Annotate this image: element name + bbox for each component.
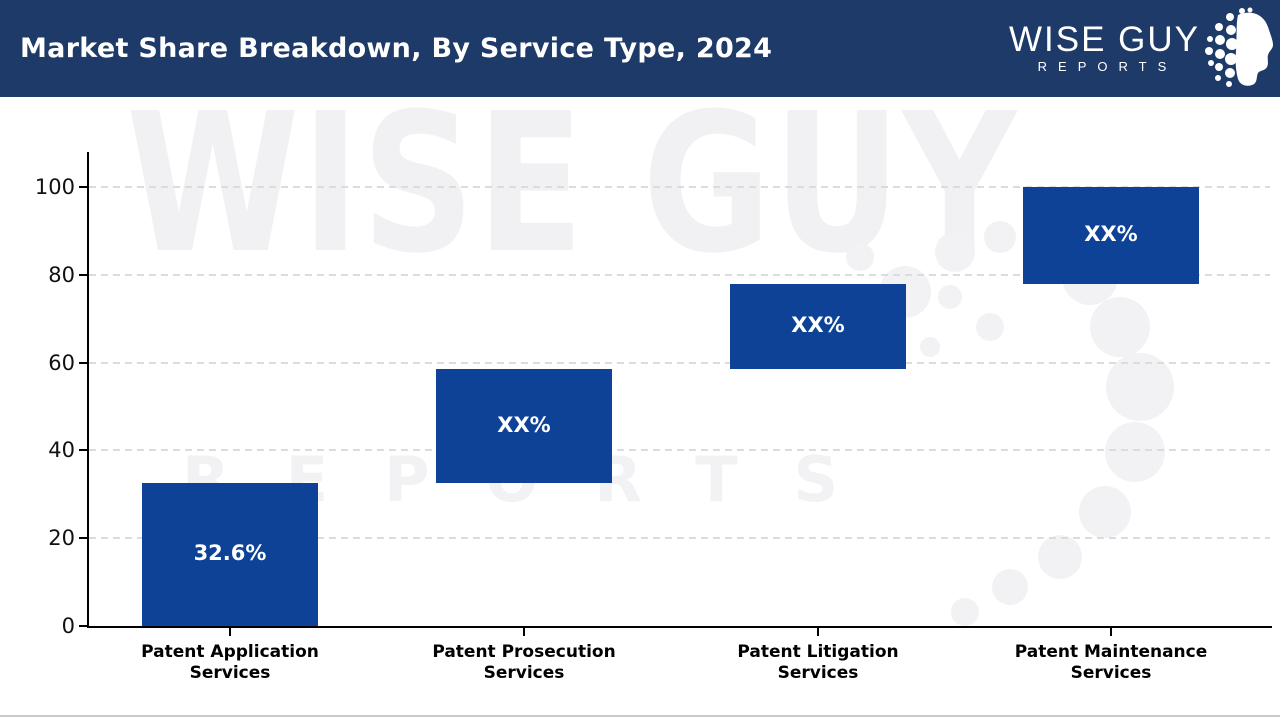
watermark-dot — [1038, 535, 1082, 579]
x-axis-tick — [1110, 628, 1112, 636]
y-axis-tick — [79, 273, 87, 276]
bar-segment — [436, 369, 612, 483]
logo-sub-text: REPORTS — [1037, 59, 1178, 75]
watermark-dot — [976, 313, 1004, 341]
x-axis-category-label: Patent Application Services — [141, 642, 319, 684]
bar-value-label: XX% — [1084, 222, 1138, 247]
bar-value-label: 32.6% — [193, 541, 267, 566]
y-axis-tick-label: 60 — [48, 350, 75, 375]
watermark-dot — [951, 598, 979, 626]
x-axis-category-label: Patent Prosecution Services — [432, 642, 616, 684]
bar-segment — [730, 283, 906, 370]
watermark-dot — [1079, 486, 1131, 538]
y-axis-tick — [79, 186, 87, 188]
watermark-dot — [938, 285, 962, 309]
footer-divider — [0, 715, 1280, 717]
y-axis-tick — [79, 361, 87, 364]
y-axis-line — [87, 152, 89, 628]
y-axis-tick-label: 100 — [34, 175, 75, 199]
watermark-dot — [1106, 353, 1174, 421]
gridline — [89, 273, 1270, 276]
watermark-dot — [1105, 422, 1165, 482]
gridline — [89, 186, 1270, 188]
logo-brand-text: WISE GUY — [1008, 19, 1200, 59]
bar-value-label: XX% — [497, 413, 551, 438]
bar-segment — [1023, 187, 1199, 284]
y-axis-tick — [79, 449, 87, 452]
chart-area: WISE GUY REPORTS 02040608010032.6%XX%XX%… — [0, 89, 1280, 717]
watermark-dot — [846, 243, 874, 271]
watermark-dot — [1090, 297, 1150, 357]
watermark-dot — [984, 221, 1016, 253]
page-title: Market Share Breakdown, By Service Type,… — [20, 33, 773, 64]
x-axis-tick — [817, 628, 819, 636]
gridline — [89, 361, 1270, 364]
y-axis-tick-label: 40 — [48, 438, 75, 463]
watermark-dot — [935, 232, 975, 272]
x-axis-line — [87, 626, 1272, 628]
x-axis-category-label: Patent Litigation Services — [737, 642, 899, 684]
header: Market Share Breakdown, By Service Type,… — [0, 0, 1280, 97]
logo-head-icon — [1205, 7, 1273, 87]
y-axis-tick-label: 80 — [48, 262, 75, 287]
gridline — [89, 449, 1270, 452]
bar-value-label: XX% — [791, 313, 845, 338]
x-axis-tick — [229, 628, 231, 636]
x-axis-category-label: Patent Maintenance Services — [1014, 642, 1208, 684]
bar-segment — [142, 482, 318, 626]
y-axis-tick — [79, 537, 87, 540]
logo-wordmark: WISE GUY REPORTS — [1008, 19, 1200, 75]
y-axis-tick-label: 0 — [61, 614, 75, 638]
y-axis-tick — [79, 625, 87, 627]
wise-guy-logo: WISE GUY REPORTS — [1009, 2, 1274, 94]
watermark-dot — [920, 337, 940, 357]
x-axis-tick — [523, 628, 525, 636]
gridline — [89, 537, 1270, 540]
watermark-dot — [992, 569, 1028, 605]
y-axis-tick-label: 20 — [48, 526, 75, 551]
